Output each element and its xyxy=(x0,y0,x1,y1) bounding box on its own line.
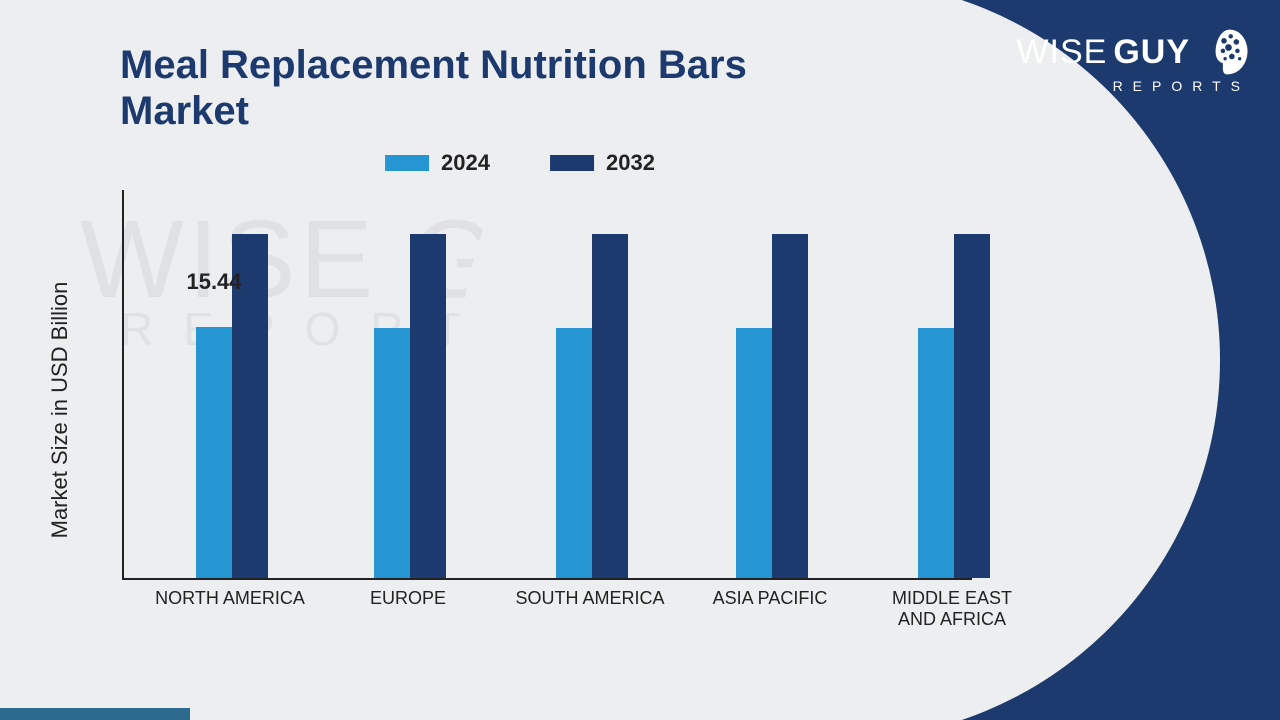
bar-group xyxy=(374,234,446,579)
legend-swatch-2024 xyxy=(385,155,429,171)
bar-group xyxy=(736,234,808,579)
head-icon xyxy=(1196,24,1252,80)
x-axis-label: SOUTH AMERICA xyxy=(515,588,665,609)
bar xyxy=(374,328,410,578)
bottom-accent-bar xyxy=(0,708,190,720)
brand-logo: WISE GUY REPORTS xyxy=(1016,24,1252,94)
bar xyxy=(410,234,446,579)
y-axis-label: Market Size in USD Billion xyxy=(47,282,73,539)
bar xyxy=(918,328,954,578)
logo-word-wise: WISE xyxy=(1016,33,1107,72)
legend-label-2032: 2032 xyxy=(606,150,655,176)
chart-canvas: WISE GUY REPORTS WISE GUY REPORTS xyxy=(0,0,1280,720)
legend-swatch-2032 xyxy=(550,155,594,171)
x-axis-label: ASIA PACIFIC xyxy=(695,588,845,609)
chart-area: Market Size in USD Billion 2024 2032 15.… xyxy=(60,150,980,670)
legend: 2024 2032 xyxy=(385,150,655,176)
legend-label-2024: 2024 xyxy=(441,150,490,176)
x-axis-label: EUROPE xyxy=(333,588,483,609)
plot-area: 15.44 xyxy=(122,190,972,580)
logo-word-guy: GUY xyxy=(1113,33,1190,72)
bar xyxy=(556,328,592,578)
bar xyxy=(772,234,808,579)
bar-group xyxy=(556,234,628,579)
bar xyxy=(592,234,628,579)
chart-title: Meal Replacement Nutrition Bars Market xyxy=(120,42,840,134)
x-axis-label: MIDDLE EAST AND AFRICA xyxy=(877,588,1027,629)
bar-group xyxy=(918,234,990,579)
legend-item-2024: 2024 xyxy=(385,150,490,176)
bar xyxy=(736,328,772,578)
legend-item-2032: 2032 xyxy=(550,150,655,176)
bar xyxy=(954,234,990,579)
x-axis-label: NORTH AMERICA xyxy=(155,588,305,609)
bar xyxy=(196,327,232,578)
bar-value-label: 15.44 xyxy=(186,269,241,295)
logo-line2: REPORTS xyxy=(1016,78,1252,94)
logo-line1: WISE GUY xyxy=(1016,24,1252,80)
